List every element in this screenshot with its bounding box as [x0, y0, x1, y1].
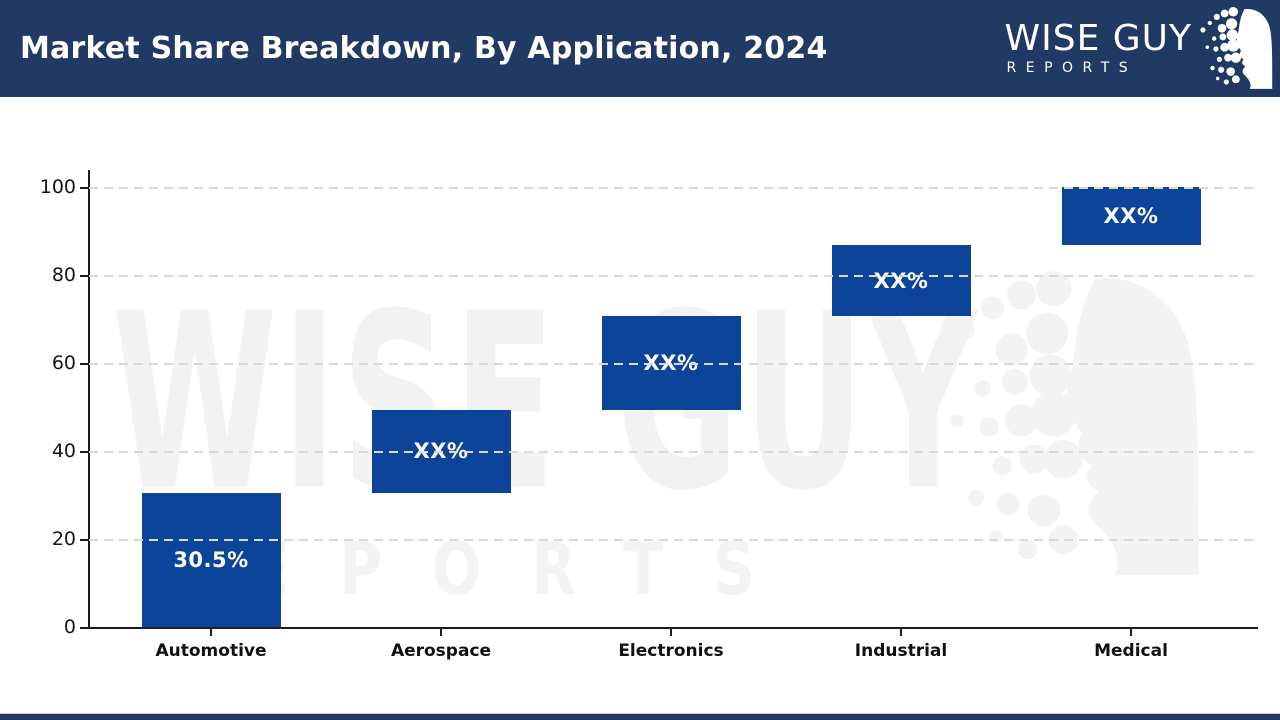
x-axis-line	[88, 627, 1258, 629]
x-axis-category-label: Industrial	[854, 641, 948, 661]
x-axis-tick	[210, 629, 212, 636]
gridline	[89, 363, 1258, 365]
y-axis-tick	[80, 187, 88, 189]
x-axis-category-label: Electronics	[618, 641, 724, 661]
y-axis-tick	[80, 627, 88, 629]
bar-electronics: XX%	[601, 316, 741, 410]
y-axis-tick	[80, 275, 88, 277]
bar-value-label: XX%	[1103, 204, 1159, 229]
x-axis-tick	[440, 629, 442, 636]
gridline	[89, 275, 1258, 277]
y-axis-tick-label: 100	[39, 176, 76, 198]
logo-text: WISE GUY REPORTS	[1004, 18, 1193, 77]
wiseguy-head-icon	[1196, 3, 1274, 95]
gridline	[89, 187, 1258, 189]
x-axis-category-label: Medical	[1094, 641, 1168, 661]
x-axis-tick	[670, 629, 672, 636]
x-axis-category-label: Automotive	[155, 641, 267, 661]
header-bar: Market Share Breakdown, By Application, …	[0, 0, 1280, 97]
y-axis-tick	[80, 363, 88, 365]
logo-subtitle: REPORTS	[1006, 60, 1138, 76]
y-axis-tick-label: 0	[63, 616, 76, 638]
bar-value-label: 30.5%	[173, 547, 249, 572]
y-axis-tick-label: 20	[51, 528, 76, 550]
y-axis-tick-label: 60	[51, 352, 76, 374]
y-axis-tick	[80, 539, 88, 541]
bar-automotive: 30.5%	[141, 492, 281, 627]
x-axis-category-label: Aerospace	[390, 641, 492, 661]
chart-canvas: WISE GUY REPORTS 0 20 40 60 80 100 30.5% Automo…	[0, 97, 1280, 714]
page-title: Market Share Breakdown, By Application, …	[20, 31, 828, 66]
y-axis-tick-label: 40	[51, 440, 76, 462]
bar-value-label: XX%	[643, 350, 699, 375]
footer-divider	[0, 713, 1280, 714]
gridline	[89, 539, 1258, 541]
x-axis-tick	[1130, 629, 1132, 636]
wiseguy-logo: WISE GUY REPORTS	[1005, 0, 1275, 97]
footer-bar	[0, 714, 1280, 720]
bar-medical: XX%	[1061, 187, 1201, 246]
x-axis-tick	[900, 629, 902, 636]
bar-value-label: XX%	[873, 268, 929, 293]
gridline	[89, 451, 1258, 453]
watermark-head-icon	[915, 217, 1205, 637]
logo-wordmark: WISE GUY	[1004, 18, 1192, 59]
y-axis-line	[88, 170, 90, 629]
y-axis-tick-label: 80	[51, 264, 76, 286]
bar-industrial: XX%	[831, 245, 971, 317]
y-axis-tick	[80, 451, 88, 453]
